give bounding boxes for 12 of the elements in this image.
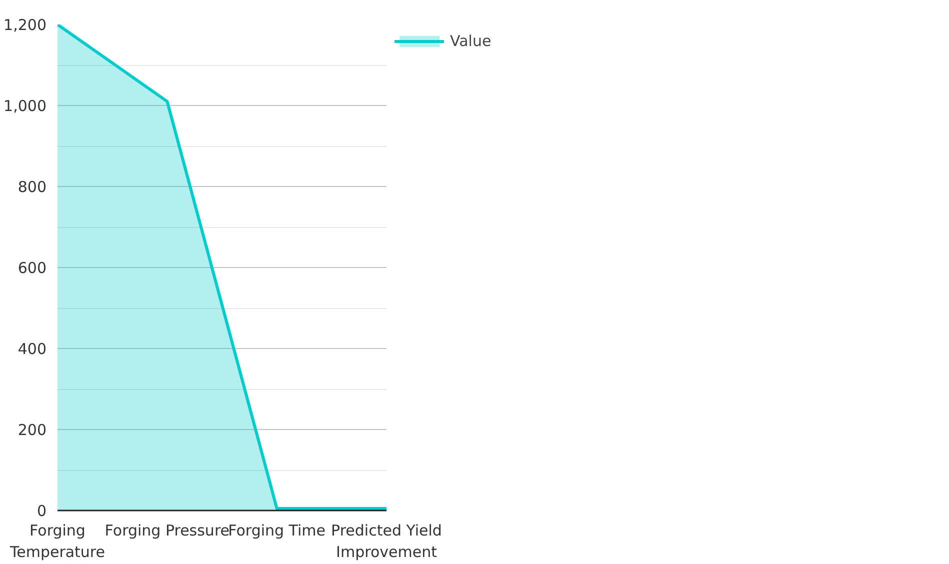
y-tick-label: 1,200: [4, 16, 47, 34]
y-tick-label: 800: [18, 178, 47, 196]
y-tick-label: 200: [18, 421, 47, 439]
x-tick-label: Forging Pressure: [104, 522, 230, 540]
x-tick-label: Forging Time: [228, 522, 326, 540]
y-tick-label: 0: [36, 502, 47, 520]
y-tick-label: 600: [18, 259, 47, 277]
y-tick-label: 1,000: [4, 97, 47, 115]
legend-label: Value: [450, 32, 492, 50]
x-tick-label: Predicted Yield Improvement: [331, 522, 442, 562]
y-tick-label: 400: [18, 340, 47, 358]
x-tick-label: Forging Temperature: [8, 522, 106, 562]
